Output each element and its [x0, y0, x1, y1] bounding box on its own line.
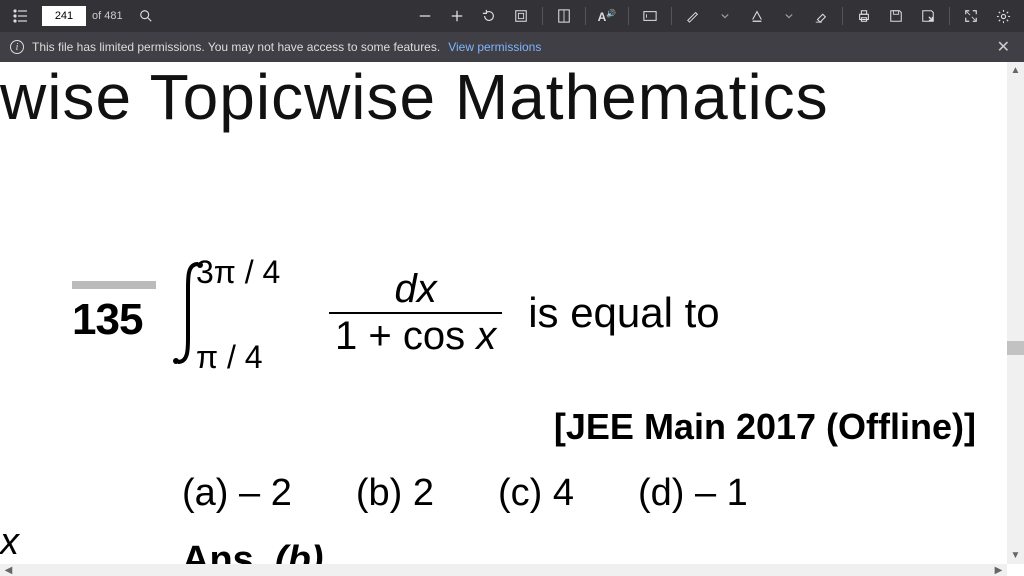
fraction-numerator: dx — [388, 267, 442, 312]
option-d: (d) – 1 — [638, 472, 748, 515]
question-number-bar — [72, 281, 156, 289]
contents-icon[interactable] — [6, 1, 36, 31]
scroll-down-arrow[interactable]: ▼ — [1007, 547, 1024, 564]
question-tail: is equal to — [528, 289, 719, 337]
close-icon[interactable]: ✕ — [993, 37, 1014, 57]
search-icon[interactable] — [131, 1, 161, 31]
rotate-icon[interactable] — [474, 1, 504, 31]
permission-bar: i This file has limited permissions. You… — [0, 32, 1024, 62]
save-as-icon[interactable] — [913, 1, 943, 31]
left-text-fragment: x — [0, 521, 19, 564]
scroll-left-arrow[interactable]: ◀ — [0, 564, 17, 576]
scroll-up-arrow[interactable]: ▲ — [1007, 62, 1024, 79]
erase-icon[interactable] — [806, 1, 836, 31]
integral-lower-limit: π / 4 — [196, 339, 263, 376]
page-total-label: of 481 — [92, 10, 123, 22]
options-row: (a) – 2 (b) 2 (c) 4 (d) – 1 — [182, 472, 984, 515]
question-block: 135 3π / 4 π / 4 dx 1 + cos x is equal t… — [72, 258, 984, 564]
page-view-icon[interactable] — [549, 1, 579, 31]
fraction: dx 1 + cos x — [329, 267, 502, 359]
pdf-toolbar: 241 of 481 A🔊 — [0, 0, 1024, 32]
add-text-icon[interactable] — [635, 1, 665, 31]
vertical-scrollbar[interactable]: ▲ ▼ — [1007, 62, 1024, 564]
question-number: 135 — [72, 295, 142, 345]
horizontal-scrollbar[interactable]: ◀ ▶ — [0, 564, 1007, 576]
read-aloud-icon[interactable]: A🔊 — [592, 1, 622, 31]
integral-upper-limit: 3π / 4 — [196, 254, 280, 291]
option-b: (b) 2 — [356, 472, 434, 515]
zoom-in-icon[interactable] — [442, 1, 472, 31]
view-permissions-link[interactable]: View permissions — [448, 40, 541, 54]
permission-message: This file has limited permissions. You m… — [32, 40, 440, 54]
zoom-out-icon[interactable] — [410, 1, 440, 31]
page-number-input[interactable]: 241 — [42, 6, 86, 26]
highlight-icon[interactable] — [742, 1, 772, 31]
document-viewport: wise Topicwise Mathematics 135 3π / 4 π … — [0, 62, 1024, 564]
answer-label: Ans. — [182, 539, 264, 564]
answer-value: (b) — [275, 539, 324, 564]
chevron-down-icon[interactable] — [774, 1, 804, 31]
fraction-denominator: 1 + cos x — [329, 314, 502, 359]
page-title-fragment: wise Topicwise Mathematics — [0, 62, 829, 134]
fit-page-icon[interactable] — [506, 1, 536, 31]
vertical-scroll-thumb[interactable] — [1007, 341, 1024, 355]
option-a: (a) – 2 — [182, 472, 292, 515]
option-c: (c) 4 — [498, 472, 574, 515]
settings-icon[interactable] — [988, 1, 1018, 31]
print-icon[interactable] — [849, 1, 879, 31]
draw-icon[interactable] — [678, 1, 708, 31]
scroll-right-arrow[interactable]: ▶ — [990, 564, 1007, 576]
info-icon: i — [10, 40, 24, 54]
integral-symbol: 3π / 4 π / 4 — [168, 258, 212, 368]
answer-line: Ans. (b) — [182, 539, 984, 564]
fullscreen-icon[interactable] — [956, 1, 986, 31]
question-source: [JEE Main 2017 (Offline)] — [72, 406, 976, 448]
save-icon[interactable] — [881, 1, 911, 31]
chevron-down-icon[interactable] — [710, 1, 740, 31]
